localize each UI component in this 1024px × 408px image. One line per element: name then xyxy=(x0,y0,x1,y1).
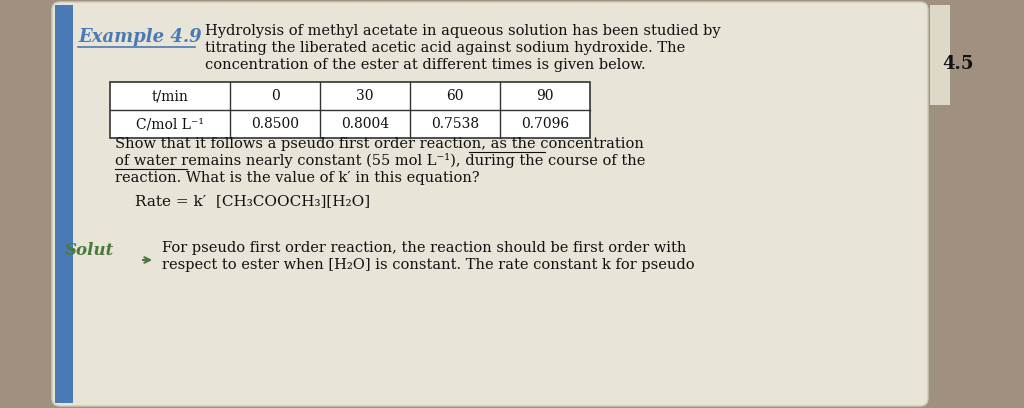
FancyBboxPatch shape xyxy=(52,2,928,406)
Text: 30: 30 xyxy=(356,89,374,103)
Text: Show that it follows a pseudo first order reaction, as the concentration: Show that it follows a pseudo first orde… xyxy=(115,137,644,151)
Text: For pseudo first order reaction, the reaction should be first order with: For pseudo first order reaction, the rea… xyxy=(162,241,686,255)
Text: 0.7538: 0.7538 xyxy=(431,117,479,131)
Text: Example 4.9: Example 4.9 xyxy=(78,28,202,46)
Text: 0.8500: 0.8500 xyxy=(251,117,299,131)
Text: 60: 60 xyxy=(446,89,464,103)
Bar xyxy=(110,82,590,138)
Bar xyxy=(930,5,950,105)
Text: 4.5: 4.5 xyxy=(942,55,974,73)
Text: t/min: t/min xyxy=(152,89,188,103)
Text: reaction. What is the value of k′ in this equation?: reaction. What is the value of k′ in thi… xyxy=(115,171,479,185)
Text: 0: 0 xyxy=(270,89,280,103)
Text: titrating the liberated acetic acid against sodium hydroxide. The: titrating the liberated acetic acid agai… xyxy=(205,41,685,55)
Text: Rate = k′  [CH₃COOCH₃][H₂O]: Rate = k′ [CH₃COOCH₃][H₂O] xyxy=(135,194,370,208)
Text: Hydrolysis of methyl acetate in aqueous solution has been studied by: Hydrolysis of methyl acetate in aqueous … xyxy=(205,24,721,38)
Text: Solut: Solut xyxy=(65,242,115,259)
Text: respect to ester when [H₂O] is constant. The rate constant k for pseudo: respect to ester when [H₂O] is constant.… xyxy=(162,258,694,272)
Bar xyxy=(55,5,73,403)
Text: 0.7096: 0.7096 xyxy=(521,117,569,131)
Text: 0.8004: 0.8004 xyxy=(341,117,389,131)
Text: concentration of the ester at different times is given below.: concentration of the ester at different … xyxy=(205,58,645,72)
Text: C/mol L⁻¹: C/mol L⁻¹ xyxy=(136,117,204,131)
Text: 90: 90 xyxy=(537,89,554,103)
Text: of water remains nearly constant (55 mol L⁻¹), during the course of the: of water remains nearly constant (55 mol… xyxy=(115,153,645,168)
